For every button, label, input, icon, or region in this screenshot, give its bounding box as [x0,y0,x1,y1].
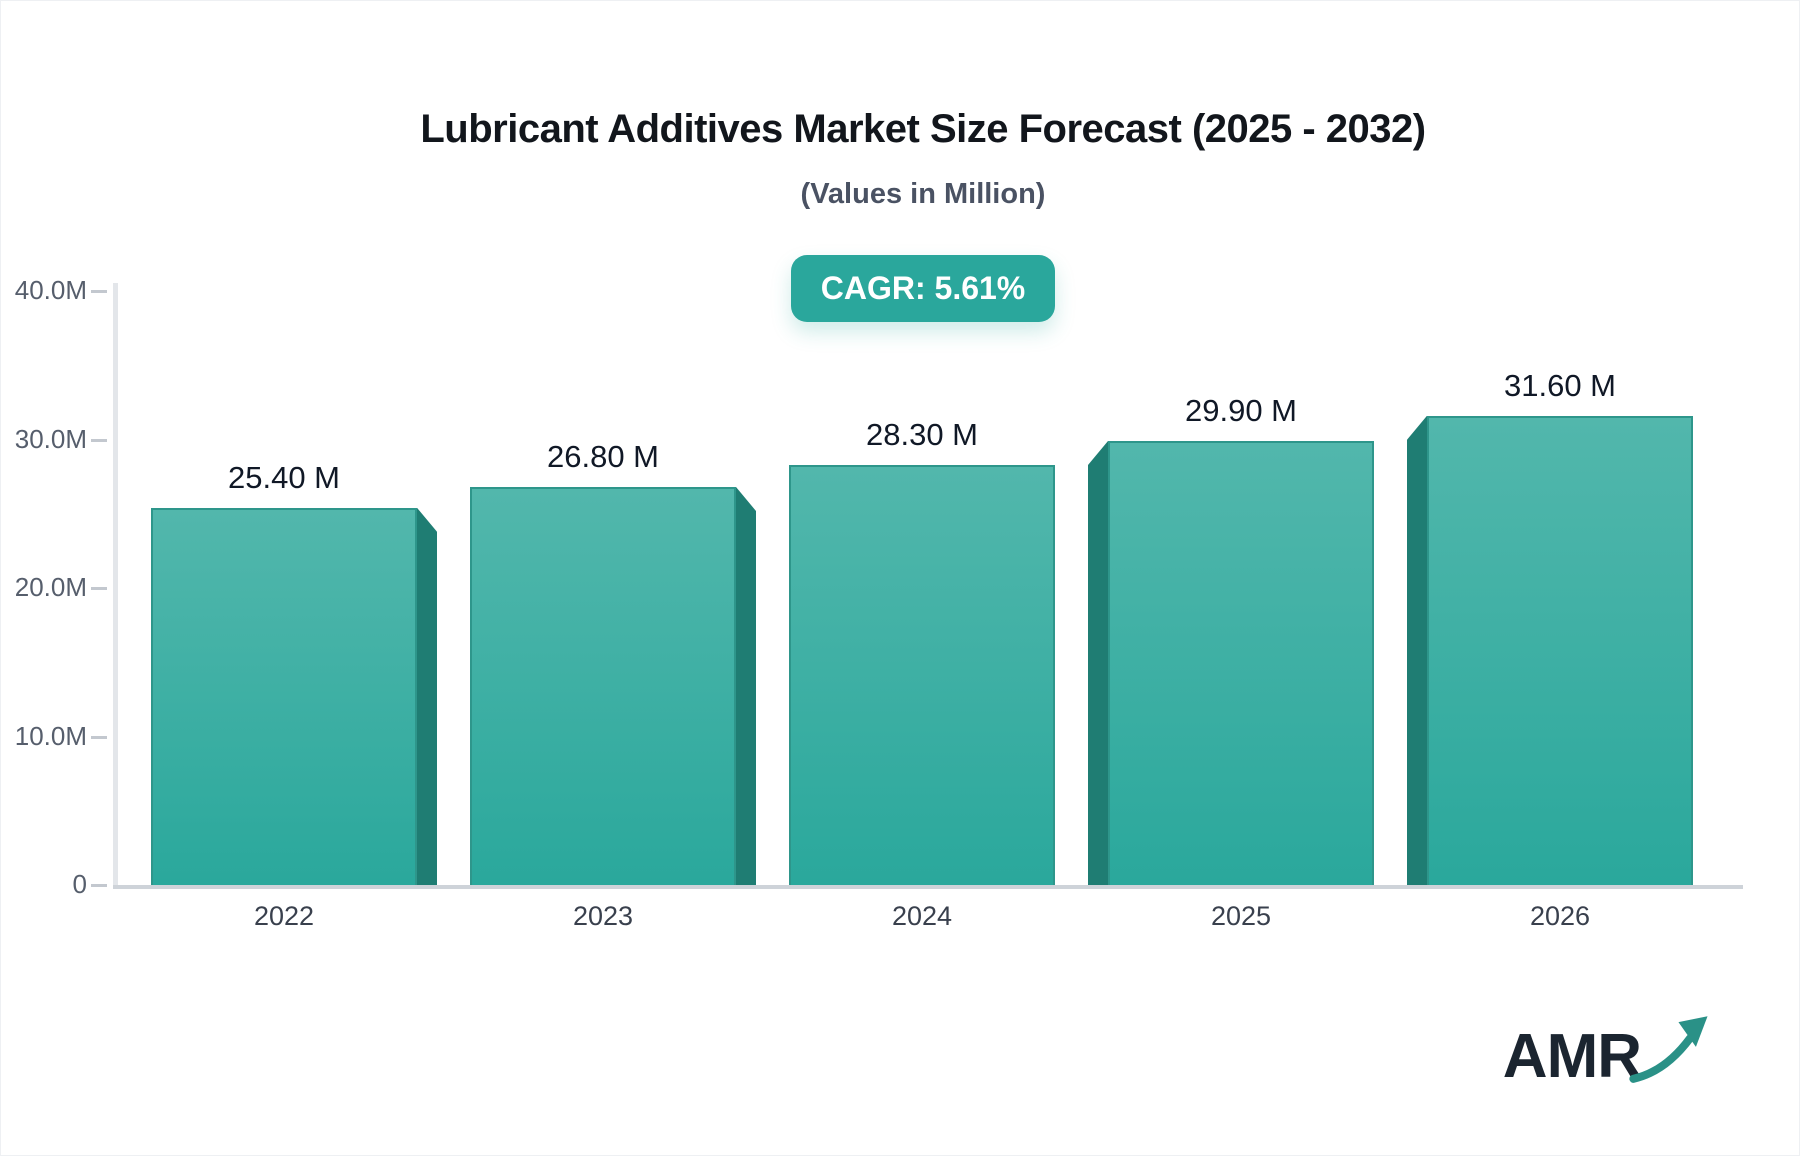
growth-arrow-icon [1629,1015,1708,1083]
bar-value-label: 26.80 M [546,439,659,475]
y-tick-label: 0 [72,869,87,899]
bar-3d-side-face [736,487,756,885]
y-tick-mark [91,290,107,293]
y-tick-label: 20.0M [14,572,87,602]
bar-value-label: 28.30 M [865,416,978,452]
bar-2026 [1427,415,1693,885]
y-tick-label: 10.0M [14,720,87,751]
bar-value-label: 31.60 M [1503,367,1616,403]
y-tick-mark [91,884,107,887]
bar-value-label: 25.40 M [227,459,340,495]
x-axis-label-2022: 2022 [253,901,315,931]
x-axis-label-2024: 2024 [891,901,953,931]
bar-3d-side-face [1088,440,1108,885]
bar-3d-side-face [1407,415,1427,885]
cagr-badge: CAGR: 5.61% [790,255,1056,322]
bar-value-label: 29.90 M [1184,392,1297,428]
bar-3d-side-face [417,507,437,885]
x-axis-label-2025: 2025 [1210,901,1272,931]
bar-2024 [789,464,1055,885]
y-tick-mark [91,587,107,590]
chart-header: Lubricant Additives Market Size Forecast… [47,1,1799,322]
chart-subtitle: (Values in Million) [800,178,1046,210]
y-axis-line [113,283,118,889]
y-tick-label: 30.0M [14,423,87,454]
x-axis-label-2026: 2026 [1529,901,1591,931]
x-axis-label-2023: 2023 [572,901,634,931]
y-tick-mark [91,735,107,739]
amr-logo-text: AMR [1502,1022,1642,1091]
y-tick-label: 40.0M [14,275,87,305]
bar-2023 [470,487,736,885]
x-axis-line [113,885,1743,889]
chart-title: Lubricant Additives Market Size Forecast… [420,107,1426,151]
amr-logo: AMR [1502,1015,1709,1092]
y-tick-mark [91,438,107,442]
bar-2025 [1108,440,1374,885]
bar-2022 [151,507,417,885]
cagr-badge-label: CAGR: 5.61% [820,270,1026,306]
